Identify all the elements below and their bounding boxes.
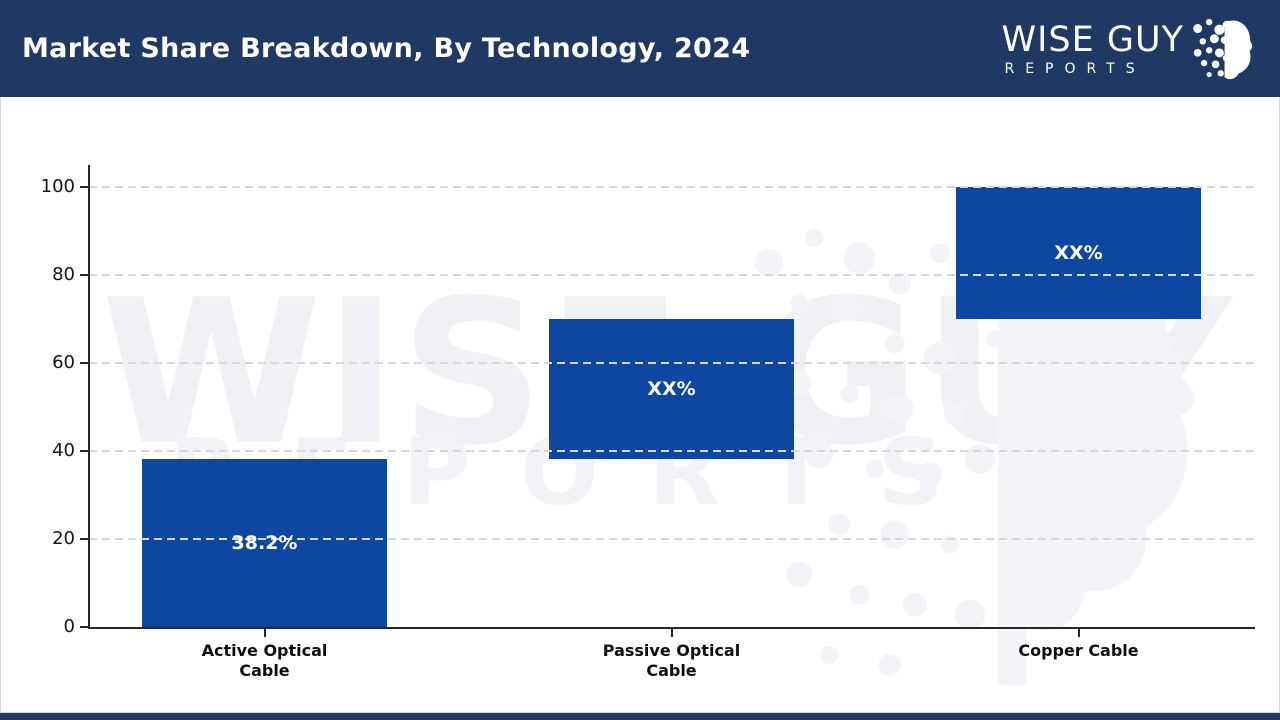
logo-subtext: REPORTS <box>1004 60 1146 77</box>
bar-passive-optical-cable <box>549 319 794 459</box>
logo-wordmark: WISE GUY <box>1001 19 1184 60</box>
y-tick-label-40: 40 <box>52 440 75 461</box>
y-axis-line <box>88 165 90 629</box>
category-label-active-optical-cable: Active Optical Cable <box>202 641 328 681</box>
category-label-line: Copper Cable <box>1018 641 1139 660</box>
category-label-line: Cable <box>646 661 697 680</box>
gridline-40 <box>89 450 1254 452</box>
gridline-80 <box>89 274 1254 276</box>
bar-value-label-passive-optical-cable: XX% <box>647 377 696 400</box>
gridline-60 <box>89 362 1254 364</box>
header-bar: Market Share Breakdown, By Technology, 2… <box>0 0 1280 97</box>
logo-text: WISE GUY REPORTS <box>1001 21 1184 77</box>
y-tick-100 <box>80 186 88 188</box>
gridline-100 <box>89 186 1254 188</box>
y-tick-60 <box>80 362 88 364</box>
footer-bar <box>0 713 1280 720</box>
chart-area: WISE GUY REPORTS 0 20 40 60 80 100 Active Opti… <box>0 97 1280 713</box>
page-title: Market Share Breakdown, By Technology, 2… <box>22 33 751 64</box>
category-label-line: Active Optical <box>201 641 328 660</box>
x-tick-1 <box>670 629 673 637</box>
category-label-line: Passive Optical <box>602 641 741 660</box>
y-tick-label-80: 80 <box>52 264 75 285</box>
y-tick-label-20: 20 <box>52 528 75 549</box>
category-label-copper-cable: Copper Cable <box>1018 641 1138 661</box>
y-tick-20 <box>80 538 88 540</box>
bar-copper-cable <box>956 187 1201 319</box>
bar-value-label-copper-cable: XX% <box>1054 242 1103 264</box>
logo-face-icon <box>1193 18 1253 79</box>
y-tick-80 <box>80 274 88 276</box>
y-tick-40 <box>80 450 88 452</box>
category-label-line: Cable <box>239 661 290 680</box>
x-tick-0 <box>263 629 266 637</box>
x-axis-line <box>88 627 1255 629</box>
y-tick-label-0: 0 <box>63 616 75 637</box>
x-tick-2 <box>1077 629 1080 637</box>
wise-guy-reports-logo: WISE GUY REPORTS <box>1001 13 1254 85</box>
y-tick-label-60: 60 <box>52 352 75 373</box>
y-tick-label-100: 100 <box>40 176 75 197</box>
category-label-passive-optical-cable: Passive Optical Cable <box>603 641 740 681</box>
bar-active-optical-cable <box>142 458 387 627</box>
y-tick-0 <box>80 626 88 628</box>
bar-value-label-active-optical-cable: 38.2% <box>231 531 298 554</box>
gridline-20 <box>89 538 1254 540</box>
